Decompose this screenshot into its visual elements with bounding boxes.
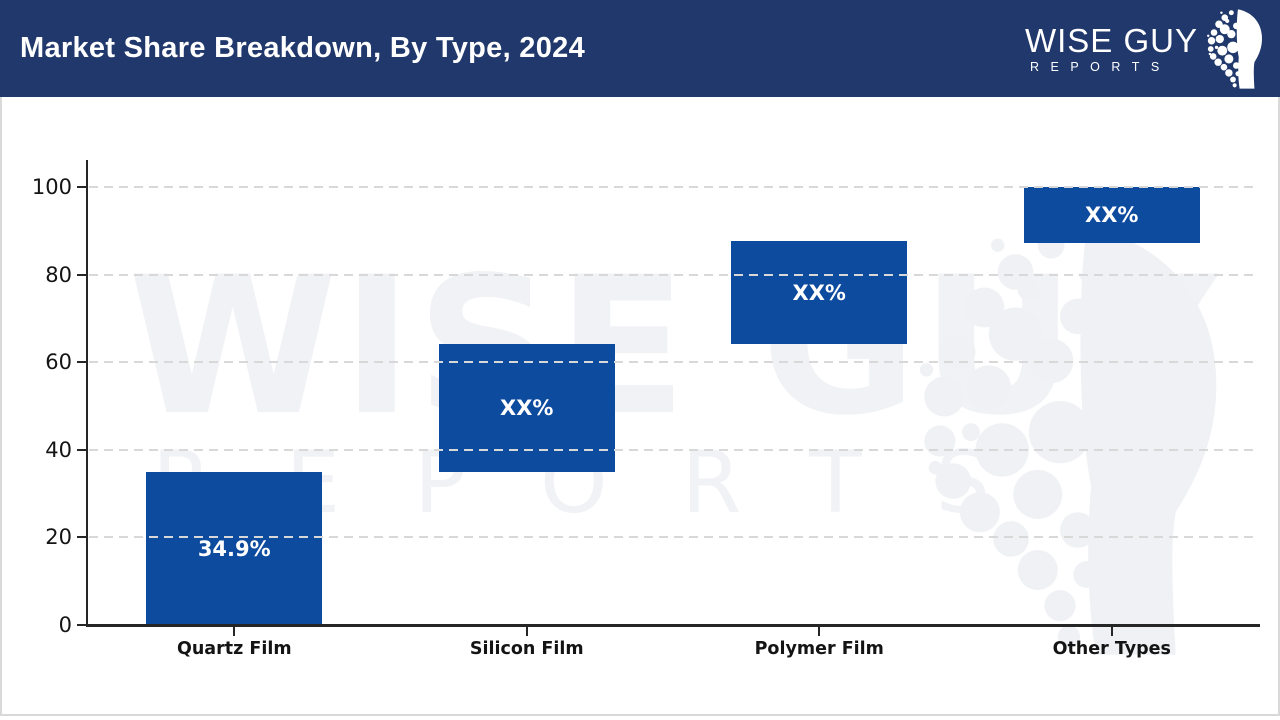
x-axis-label: Silicon Film [469, 639, 584, 659]
x-tick-mark [1110, 627, 1113, 636]
bar-quartz-film: 34.9% [146, 472, 323, 625]
bar-value-label: XX% [792, 280, 846, 305]
x-tick-mark [525, 627, 528, 636]
watermark-head-graphic [882, 218, 1238, 669]
gridline-y-20 [89, 536, 1258, 539]
page-title: Market Share Breakdown, By Type, 2024 [20, 32, 586, 64]
y-tick-label: 80 [45, 262, 72, 287]
logo-text: WISE GUY REPORTS [1025, 24, 1198, 74]
y-tick-mark [77, 273, 86, 276]
bar-value-label: XX% [1085, 203, 1139, 228]
y-tick-label: 60 [45, 350, 72, 375]
y-tick-mark [77, 448, 86, 451]
y-tick-label: 40 [45, 437, 72, 462]
logo-subtitle: REPORTS [1029, 59, 1171, 74]
header-bar: Market Share Breakdown, By Type, 2024 WI… [0, 0, 1280, 97]
gridline-y-80 [89, 273, 1258, 276]
x-tick-mark [818, 627, 821, 636]
y-tick-mark [77, 186, 86, 188]
y-tick-mark [77, 361, 86, 364]
gridline-y-40 [89, 448, 1258, 451]
bar-other-types: XX% [1023, 187, 1200, 244]
logo-wordmark: WISE GUY [1024, 21, 1198, 59]
y-tick-label: 20 [45, 525, 72, 550]
x-tick-mark [233, 627, 236, 636]
y-tick-mark [77, 624, 86, 626]
gridline-y-60 [89, 361, 1258, 364]
x-axis-line [86, 624, 1260, 627]
y-axis-line [86, 160, 88, 627]
dotted-head-icon [1200, 5, 1266, 93]
y-tick-mark [77, 536, 86, 539]
gridline-y-100 [89, 186, 1258, 188]
y-tick-label: 100 [31, 175, 72, 199]
x-axis-label: Quartz Film [176, 639, 292, 659]
bar-value-label: XX% [500, 396, 554, 421]
y-tick-label: 0 [58, 613, 72, 637]
x-axis-label: Polymer Film [754, 639, 884, 659]
bar-value-label: 34.9% [197, 536, 271, 561]
wise-guy-logo: WISE GUY REPORTS [1025, 5, 1266, 93]
x-axis-label: Other Types [1052, 639, 1171, 659]
bar-polymer-film: XX% [731, 241, 908, 345]
bar-silicon-film: XX% [438, 344, 615, 473]
